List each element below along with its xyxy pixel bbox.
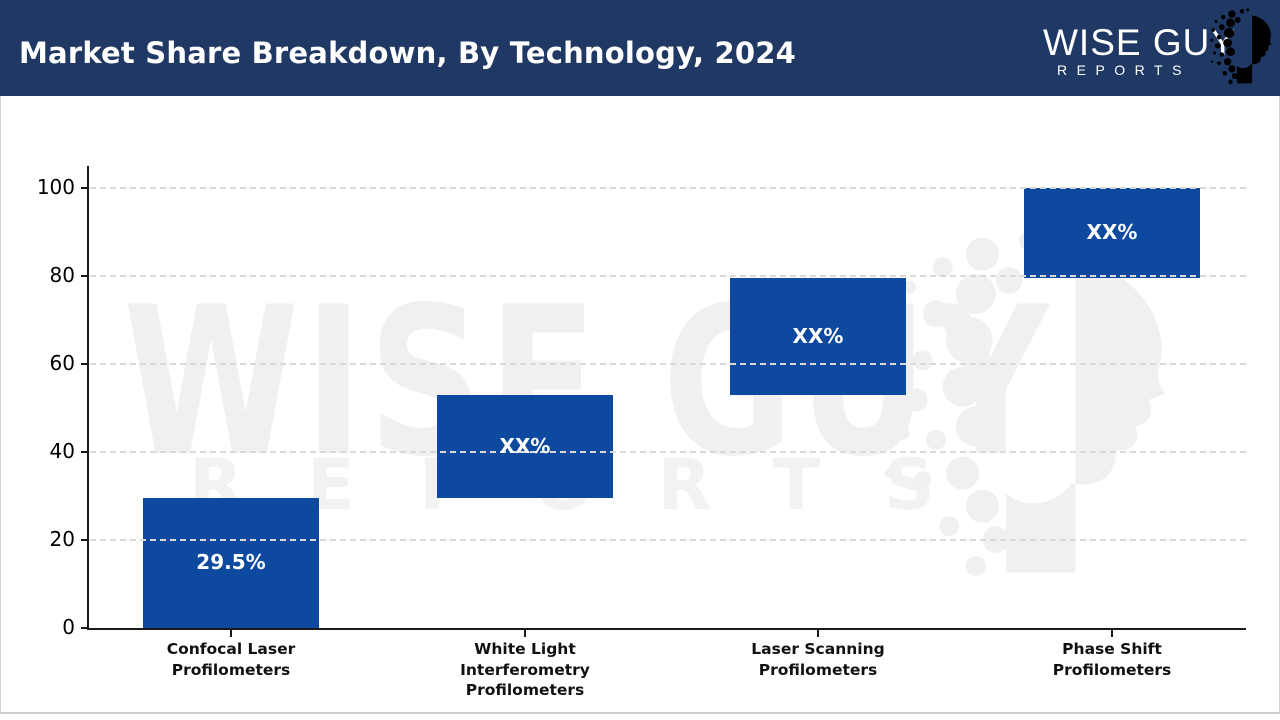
bar-value-label: XX% xyxy=(499,433,551,458)
y-tick xyxy=(81,539,89,541)
bar-4 xyxy=(1024,188,1200,279)
gridline-40 xyxy=(90,451,1246,453)
x-category-label: White Light Interferometry Profilometers xyxy=(460,640,590,699)
x-axis xyxy=(87,628,1246,630)
chart-title: Market Share Breakdown, By Technology, 2… xyxy=(19,36,797,70)
x-category-label: Phase Shift Profilometers xyxy=(1052,640,1172,679)
x-category-label: Confocal Laser Profilometers xyxy=(166,640,296,679)
header: Market Share Breakdown, By Technology, 2… xyxy=(0,0,1280,96)
wiseguy-head-icon xyxy=(1210,8,1272,84)
logo-brand-text: WISE GUY xyxy=(1043,22,1237,63)
x-category-label: Laser Scanning Profilometers xyxy=(751,640,885,679)
bar-value-label: 29.5% xyxy=(196,550,266,575)
y-tick xyxy=(81,451,89,453)
plot-area: 0 20 40 60 80 100 29.5% XX% XX% XX% Confocal Laser… xyxy=(1,96,1279,712)
bar-value-label: XX% xyxy=(792,323,844,348)
y-tick-label: 20 xyxy=(49,527,75,551)
y-tick-label: 40 xyxy=(49,439,75,463)
y-tick-label: 0 xyxy=(62,615,75,639)
gridline-60 xyxy=(90,363,1246,365)
y-tick xyxy=(81,275,89,277)
bar-2 xyxy=(437,394,613,499)
gridline-20 xyxy=(90,539,1246,541)
x-tick xyxy=(524,630,526,637)
gridline-80 xyxy=(90,275,1246,277)
y-axis xyxy=(87,166,89,630)
gridline-100 xyxy=(90,187,1246,189)
y-tick-label: 80 xyxy=(49,263,75,287)
bar-1 xyxy=(143,498,319,628)
y-tick xyxy=(81,627,89,629)
bar-3 xyxy=(730,278,906,395)
x-tick xyxy=(230,630,232,637)
bar-value-label: XX% xyxy=(1086,220,1138,245)
logo-reports-text: REPORTS xyxy=(1057,62,1191,78)
y-tick xyxy=(81,363,89,365)
y-tick-label: 60 xyxy=(49,351,75,375)
y-tick xyxy=(81,187,89,189)
x-tick xyxy=(1111,630,1113,637)
y-tick-label: 100 xyxy=(36,175,75,199)
x-tick xyxy=(817,630,819,637)
chart-card: WISE GUY REPORTS 02040608010029.5%XX%XX%… xyxy=(0,96,1280,714)
